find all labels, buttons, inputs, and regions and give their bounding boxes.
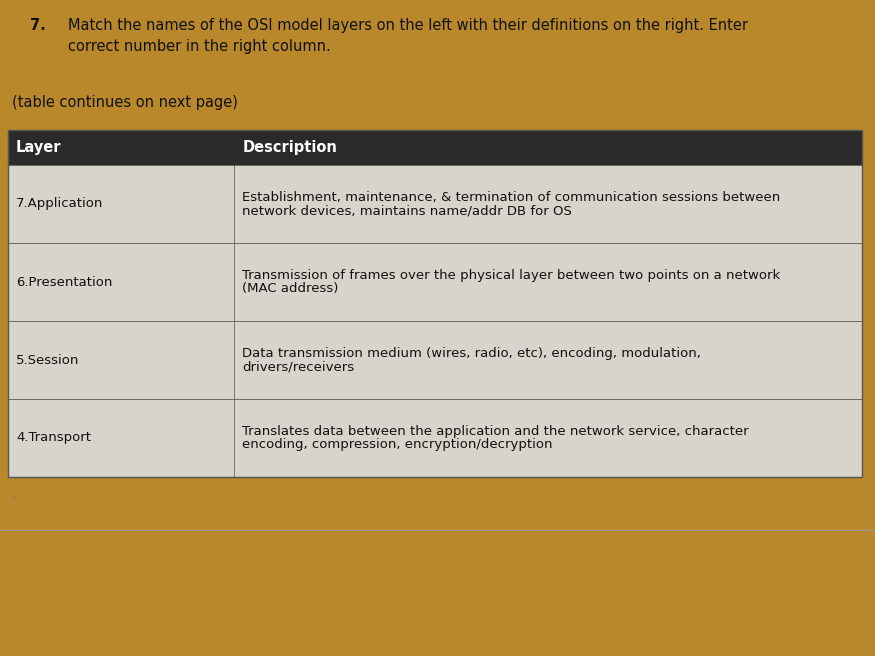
- Text: drivers/receivers: drivers/receivers: [242, 360, 354, 373]
- Text: 4.Transport: 4.Transport: [16, 432, 91, 445]
- Text: 6.Presentation: 6.Presentation: [16, 276, 112, 289]
- Text: 7.Application: 7.Application: [16, 197, 103, 211]
- Text: Layer: Layer: [16, 140, 61, 155]
- Bar: [8, 243, 862, 321]
- Text: (table continues on next page): (table continues on next page): [12, 95, 238, 110]
- Bar: [8, 165, 862, 243]
- Text: Translates data between the application and the network service, character: Translates data between the application …: [242, 425, 749, 438]
- Text: encoding, compression, encryption/decryption: encoding, compression, encryption/decryp…: [242, 438, 553, 451]
- Bar: [8, 130, 862, 477]
- Text: Transmission of frames over the physical layer between two points on a network: Transmission of frames over the physical…: [242, 269, 780, 282]
- Text: (MAC address): (MAC address): [242, 282, 339, 295]
- Bar: [8, 321, 862, 399]
- Bar: [8, 130, 862, 165]
- Text: ‘: ‘: [12, 495, 16, 505]
- Text: Establishment, maintenance, & termination of communication sessions between: Establishment, maintenance, & terminatio…: [242, 191, 780, 204]
- Text: Match the names of the OSI model layers on the left with their definitions on th: Match the names of the OSI model layers …: [68, 18, 748, 54]
- Text: network devices, maintains name/addr DB for OS: network devices, maintains name/addr DB …: [242, 204, 572, 217]
- Bar: [8, 399, 862, 477]
- Text: Description: Description: [242, 140, 337, 155]
- Text: Data transmission medium (wires, radio, etc), encoding, modulation,: Data transmission medium (wires, radio, …: [242, 347, 701, 360]
- Text: 7.: 7.: [30, 18, 46, 33]
- Text: 5.Session: 5.Session: [16, 354, 80, 367]
